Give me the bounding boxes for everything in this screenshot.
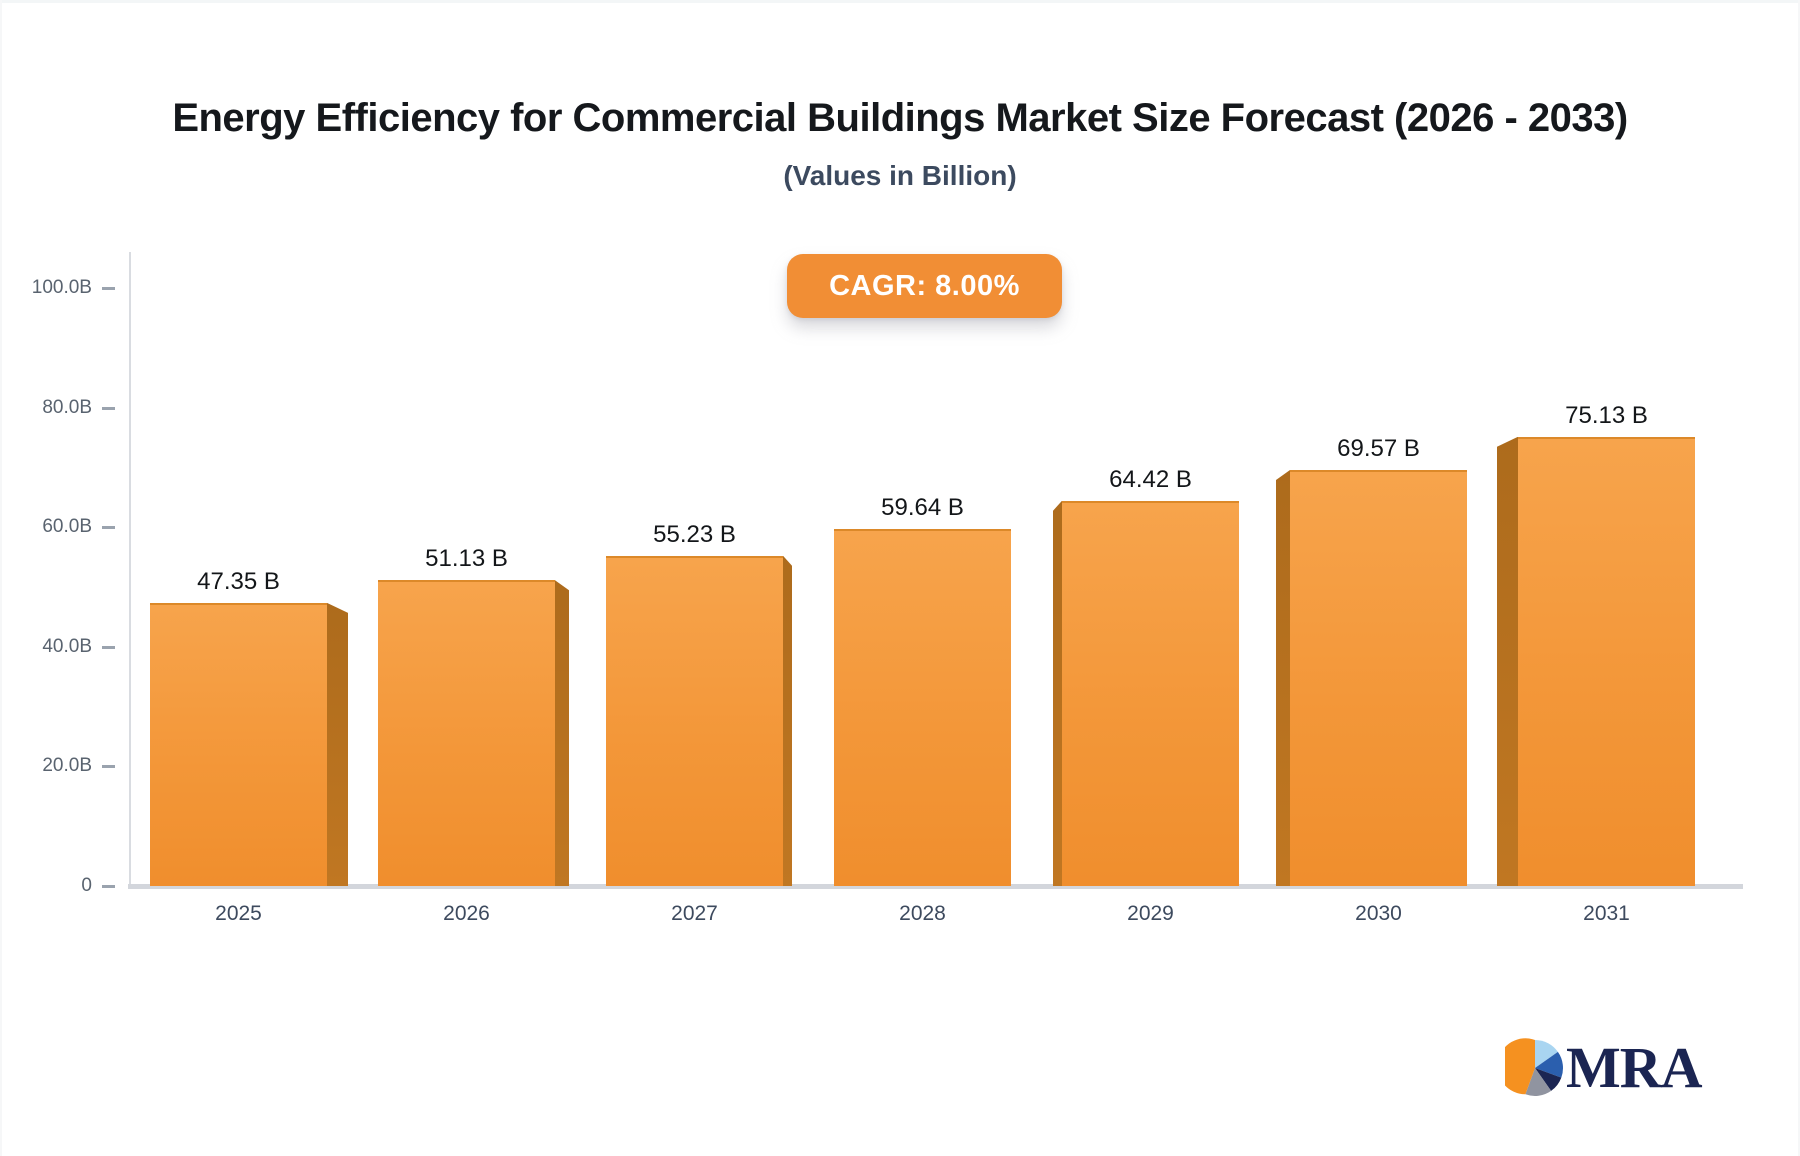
bar-side-2031 — [1497, 436, 1518, 886]
y-axis-tick — [102, 287, 115, 290]
bar-value-label-2029: 64.42 B — [1109, 465, 1192, 493]
bar-value-label-2026: 51.13 B — [425, 545, 508, 573]
y-axis-tick — [102, 646, 115, 649]
y-axis-label: 80.0B — [42, 397, 92, 418]
chart-subtitle: (Values in Billion) — [783, 160, 1017, 191]
mra-logo: MRA — [1505, 1035, 1703, 1100]
window-left-border — [0, 0, 2, 1156]
x-axis-label-2027: 2027 — [671, 902, 718, 925]
cagr-badge: CAGR: 8.00% — [787, 254, 1062, 318]
bar-2027 — [606, 555, 783, 886]
bar-2026 — [378, 580, 555, 886]
x-axis-label-2026: 2026 — [443, 902, 490, 925]
mra-logo-pie-icon — [1505, 1038, 1563, 1096]
bar-value-label-2025: 47.35 B — [197, 567, 280, 595]
bar-side-2029 — [1053, 500, 1062, 886]
y-axis-line — [129, 252, 131, 886]
x-axis-baseline — [128, 884, 1743, 889]
bar-2030 — [1290, 469, 1467, 886]
bar-value-label-2030: 69.57 B — [1337, 434, 1420, 462]
y-axis-label: 20.0B — [42, 755, 92, 776]
bar-2025 — [150, 602, 327, 886]
y-axis-label: 100.0B — [31, 277, 92, 298]
window-top-border — [0, 0, 1800, 3]
x-axis-label-2028: 2028 — [899, 902, 946, 925]
y-axis-tick — [102, 407, 115, 410]
x-axis-label-2030: 2030 — [1355, 902, 1402, 925]
bar-value-label-2031: 75.13 B — [1565, 401, 1648, 429]
bar-side-2030 — [1276, 469, 1290, 886]
y-axis-tick — [102, 885, 115, 888]
bar-side-2025 — [327, 602, 348, 886]
y-axis-tick — [102, 526, 115, 529]
bar-value-label-2027: 55.23 B — [653, 520, 736, 548]
chart-title: Energy Efficiency for Commercial Buildin… — [172, 96, 1628, 140]
y-axis-tick — [102, 765, 115, 768]
x-axis-label-2029: 2029 — [1127, 902, 1174, 925]
bar-side-2027 — [783, 555, 792, 886]
bar-2031 — [1518, 436, 1695, 886]
bar-value-label-2028: 59.64 B — [881, 494, 964, 522]
bar-side-2026 — [555, 580, 569, 886]
window-right-border — [1798, 0, 1800, 1156]
y-axis-label: 0 — [81, 875, 92, 896]
x-axis-label-2025: 2025 — [215, 902, 262, 925]
bar-2028 — [834, 529, 1011, 886]
bar-2029 — [1062, 500, 1239, 886]
y-axis-label: 60.0B — [42, 516, 92, 537]
mra-logo-text: MRA — [1566, 1035, 1703, 1100]
y-axis-label: 40.0B — [42, 636, 92, 657]
x-axis-label-2031: 2031 — [1583, 902, 1630, 925]
